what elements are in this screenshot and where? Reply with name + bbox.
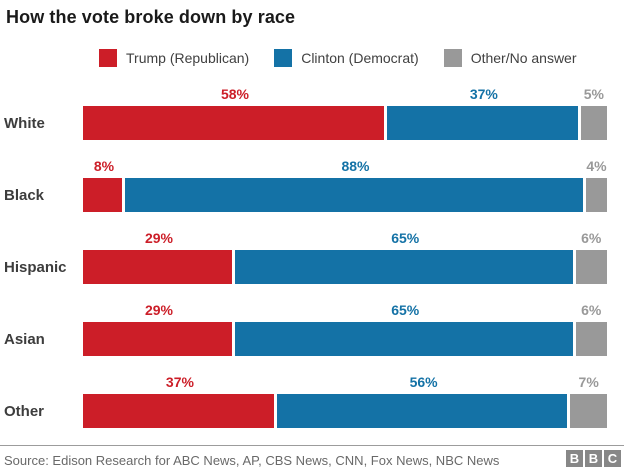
legend-label: Clinton (Democrat)	[301, 50, 419, 66]
bar-segment	[124, 178, 587, 212]
value-labels: 29% 65% 6%	[83, 230, 607, 250]
value-label: 65%	[391, 302, 420, 318]
category-label: Black	[4, 186, 45, 204]
legend-item: Other/No answer	[443, 49, 577, 67]
value-labels: 8% 88% 4%	[83, 158, 607, 178]
value-label: 88%	[341, 158, 370, 174]
value-labels: 29% 65% 6%	[83, 302, 607, 322]
chart-row: Black 8% 88% 4%	[0, 158, 624, 212]
bar-segment	[234, 250, 576, 284]
value-label: 56%	[409, 374, 438, 390]
bar-segment	[575, 322, 607, 356]
value-label: 37%	[469, 86, 498, 102]
stacked-bar	[83, 394, 607, 428]
footer-divider	[0, 445, 624, 446]
legend-swatch-icon	[99, 49, 117, 67]
stacked-bar	[83, 250, 607, 284]
chart-title: How the vote broke down by race	[6, 7, 296, 27]
bar-segment	[580, 106, 607, 140]
value-label: 65%	[391, 230, 420, 246]
value-label: 29%	[144, 230, 173, 246]
legend-item: Trump (Republican)	[99, 49, 249, 67]
chart-row: Other 37% 56% 7%	[0, 374, 624, 428]
legend-swatch-icon	[443, 49, 462, 67]
value-labels: 58% 37% 5%	[83, 86, 607, 106]
bar-segment	[276, 394, 571, 428]
category-label: Asian	[4, 330, 45, 348]
stacked-bar	[83, 106, 607, 140]
chart-row: White 58% 37% 5%	[0, 86, 624, 140]
value-label: 8%	[93, 158, 115, 174]
bar-area: 29% 65% 6%	[83, 230, 607, 284]
bar-segment	[83, 322, 235, 356]
bbc-logo-block: B	[585, 450, 602, 467]
bbc-logo-block: C	[604, 450, 621, 467]
value-label: 6%	[581, 230, 602, 246]
bar-segment	[386, 106, 581, 140]
stacked-bar-chart: White 58% 37% 5% Black 8% 88% 4% Hispanic 29% 65% 6…	[0, 86, 624, 446]
bar-segment	[570, 394, 607, 428]
bar-segment	[234, 322, 576, 356]
bar-area: 58% 37% 5%	[83, 86, 607, 140]
bar-area: 29% 65% 6%	[83, 302, 607, 356]
bar-segment	[83, 106, 387, 140]
legend-label: Trump (Republican)	[126, 50, 250, 66]
source-attribution: Source: Edison Research for ABC News, AP…	[4, 453, 500, 468]
bar-segment	[83, 250, 235, 284]
legend: Trump (Republican) Clinton (Democrat) Othe…	[99, 49, 614, 67]
value-label: 37%	[165, 374, 194, 390]
value-label: 4%	[586, 158, 607, 174]
category-label: Hispanic	[4, 258, 67, 276]
bbc-logo-block: B	[566, 450, 583, 467]
chart-row: Hispanic 29% 65% 6%	[0, 230, 624, 284]
chart-row: Asian 29% 65% 6%	[0, 302, 624, 356]
stacked-bar	[83, 178, 607, 212]
category-label: White	[4, 114, 45, 132]
bar-area: 37% 56% 7%	[83, 374, 607, 428]
bar-segment	[575, 250, 607, 284]
bar-segment	[83, 178, 125, 212]
bar-segment	[586, 178, 607, 212]
value-label: 5%	[583, 86, 605, 102]
category-label: Other	[4, 402, 45, 420]
value-label: 7%	[578, 374, 599, 390]
legend-item: Clinton (Democrat)	[274, 49, 419, 67]
value-labels: 37% 56% 7%	[83, 374, 607, 394]
bar-segment	[83, 394, 277, 428]
stacked-bar	[83, 322, 607, 356]
value-label: 58%	[220, 86, 249, 102]
bar-area: 8% 88% 4%	[83, 158, 607, 212]
legend-label: Other/No answer	[470, 50, 577, 66]
value-label: 6%	[581, 302, 602, 318]
value-label: 29%	[144, 302, 173, 318]
legend-swatch-icon	[274, 49, 293, 67]
